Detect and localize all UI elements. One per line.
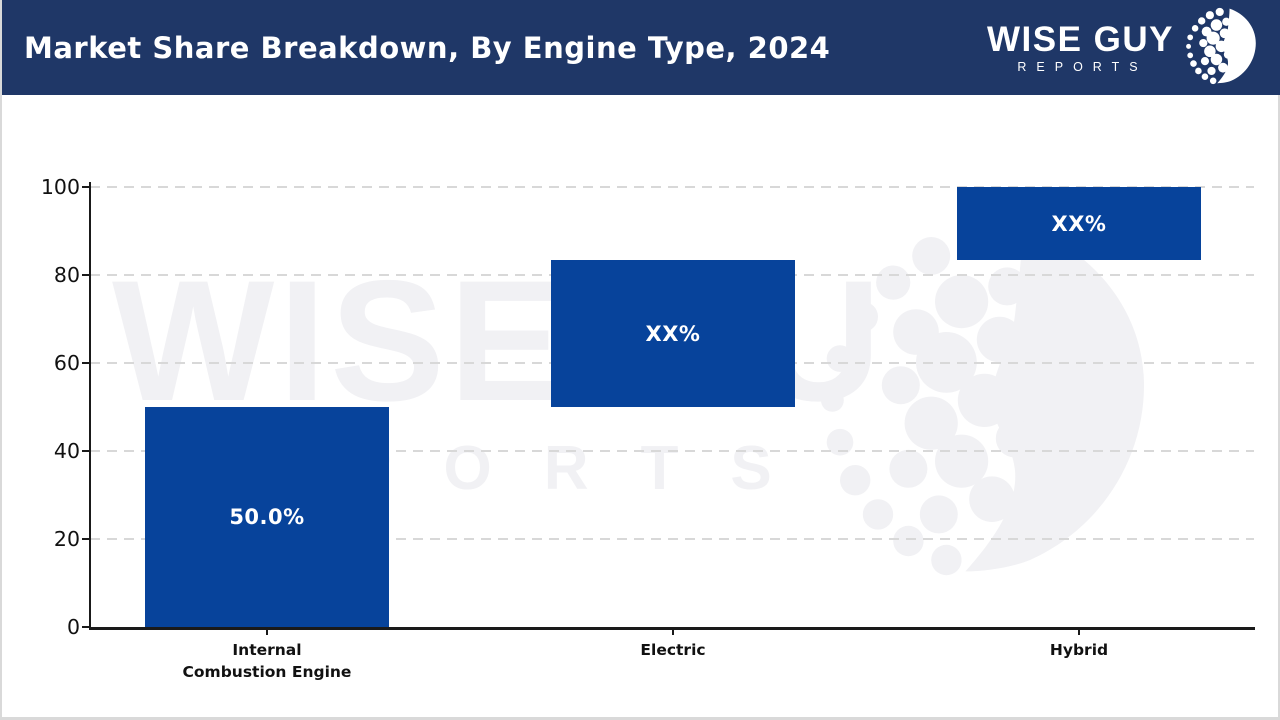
y-tick-label: 0 bbox=[66, 615, 80, 639]
header: Market Share Breakdown, By Engine Type, … bbox=[2, 0, 1280, 95]
y-tick-mark bbox=[82, 274, 90, 276]
bar-internal-combustion-engine: 50.0% bbox=[145, 407, 389, 627]
x-category-label-internal-combustion-engine: Internal Combustion Engine bbox=[182, 641, 352, 681]
x-axis-line bbox=[89, 627, 1255, 630]
x-category-label-electric: Electric bbox=[640, 641, 706, 659]
logo-text: WISE GUY REPORTS bbox=[987, 22, 1174, 74]
x-tick-mark bbox=[1078, 627, 1080, 635]
y-tick-label: 40 bbox=[53, 439, 80, 463]
y-tick-label: 80 bbox=[53, 263, 80, 287]
y-tick-mark bbox=[82, 450, 90, 452]
x-category-label-hybrid: Hybrid bbox=[1049, 641, 1109, 659]
logo-subtitle: REPORTS bbox=[1017, 59, 1148, 74]
gridline bbox=[90, 186, 1254, 188]
bar-value-label: XX% bbox=[645, 321, 701, 346]
y-tick-label: 60 bbox=[53, 351, 80, 375]
gridline bbox=[90, 450, 1254, 452]
y-tick-mark bbox=[82, 626, 90, 628]
bar-value-label: 50.0% bbox=[229, 505, 305, 529]
x-tick-mark bbox=[672, 627, 674, 635]
y-tick-mark bbox=[82, 362, 90, 364]
bar-hybrid: XX% bbox=[957, 187, 1201, 261]
y-tick-label: 20 bbox=[53, 527, 80, 551]
wise-guy-logo: WISE GUY REPORTS bbox=[987, 7, 1264, 89]
gridline bbox=[90, 538, 1254, 540]
y-tick-label: 100 bbox=[40, 175, 80, 199]
y-tick-mark bbox=[82, 538, 90, 540]
y-tick-mark bbox=[82, 186, 90, 188]
y-axis-line bbox=[89, 182, 91, 629]
bar-value-label: XX% bbox=[1051, 211, 1107, 236]
logo-wordmark: WISE GUY bbox=[986, 19, 1174, 59]
x-tick-mark bbox=[266, 627, 268, 635]
bar-electric: XX% bbox=[551, 260, 795, 407]
chart-title: Market Share Breakdown, By Engine Type, … bbox=[24, 30, 831, 65]
